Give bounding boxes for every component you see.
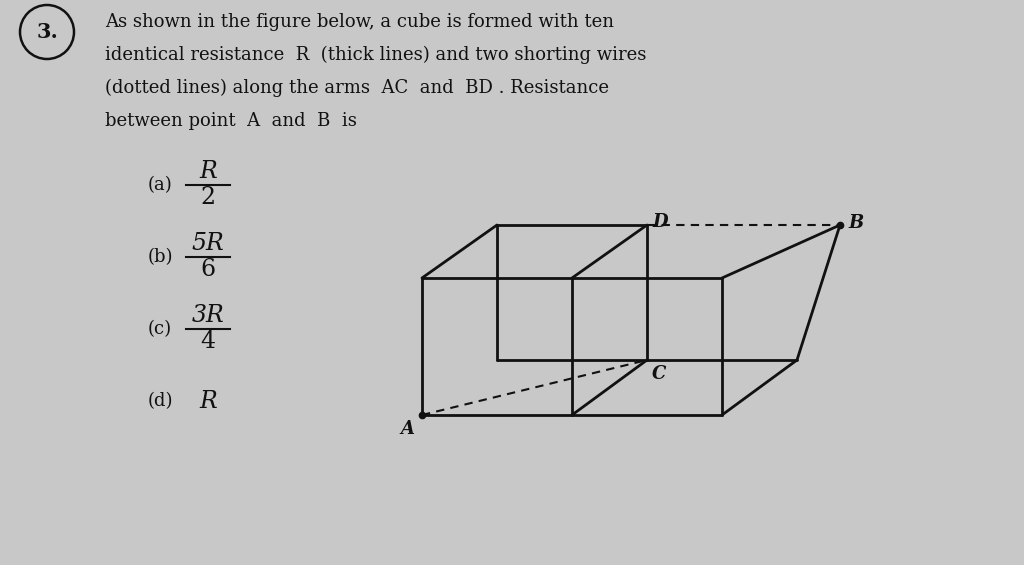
- Text: 4: 4: [201, 331, 216, 354]
- Text: 6: 6: [201, 259, 216, 281]
- Text: (c): (c): [148, 320, 172, 338]
- Text: As shown in the figure below, a cube is formed with ten: As shown in the figure below, a cube is …: [105, 13, 614, 31]
- Text: identical resistance  R  (thick lines) and two shorting wires: identical resistance R (thick lines) and…: [105, 46, 646, 64]
- Text: C: C: [652, 365, 667, 383]
- Text: B: B: [848, 214, 863, 232]
- Text: 5R: 5R: [191, 233, 224, 255]
- Text: between point  A  and  B  is: between point A and B is: [105, 112, 357, 130]
- Text: 3R: 3R: [191, 305, 224, 328]
- Text: (dotted lines) along the arms  AC  and  BD . Resistance: (dotted lines) along the arms AC and BD …: [105, 79, 609, 97]
- Text: R: R: [199, 160, 217, 184]
- Text: 2: 2: [201, 186, 216, 210]
- Text: (b): (b): [148, 248, 173, 266]
- Circle shape: [20, 5, 74, 59]
- Text: D: D: [652, 213, 668, 231]
- Text: (d): (d): [148, 392, 173, 410]
- Text: (a): (a): [148, 176, 173, 194]
- Text: A: A: [400, 420, 414, 438]
- Text: R: R: [199, 389, 217, 412]
- Text: 3.: 3.: [36, 22, 58, 42]
